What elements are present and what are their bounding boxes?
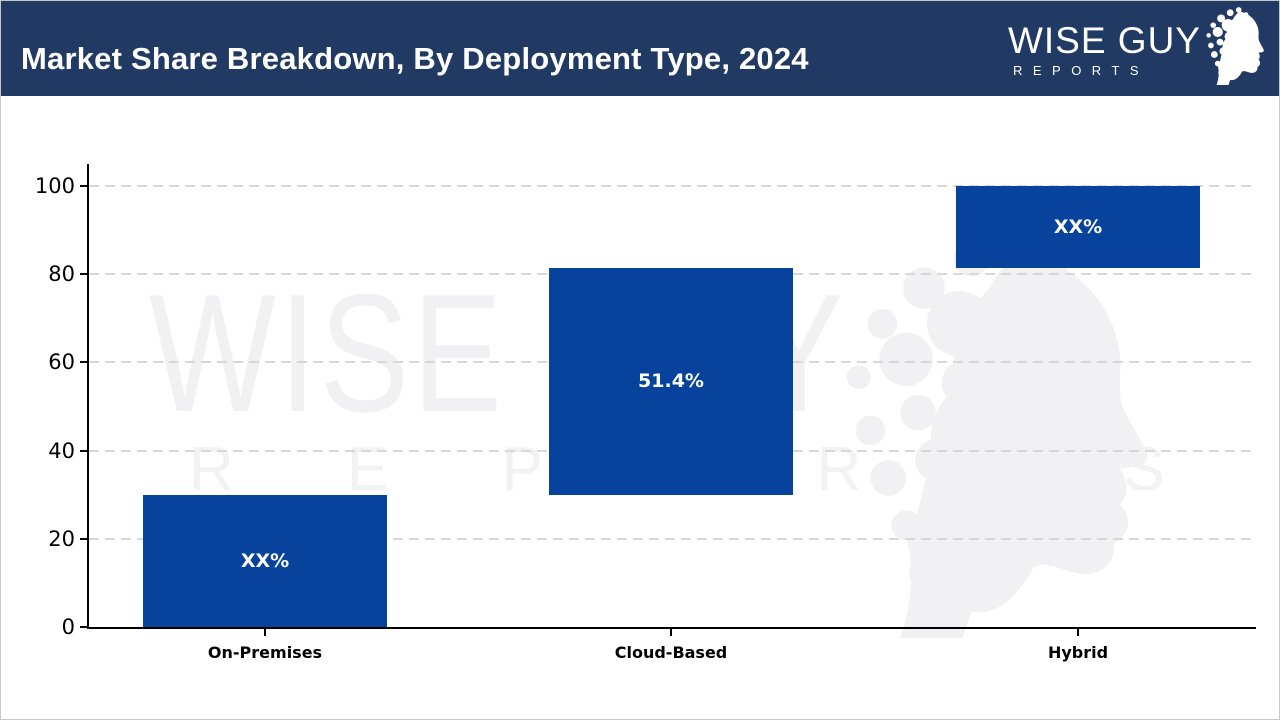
y-axis-spine	[87, 164, 89, 629]
x-tick-mark	[264, 629, 266, 636]
y-axis-tick-label: 40	[48, 438, 75, 463]
y-tick-mark	[80, 626, 87, 628]
y-tick-mark	[80, 273, 87, 276]
x-axis-category-label: Cloud-Based	[614, 643, 728, 662]
y-tick-mark	[80, 185, 87, 187]
y-tick-mark	[80, 537, 87, 540]
y-axis-tick-label: 60	[48, 350, 75, 375]
brand-subtext: REPORTS	[1012, 62, 1150, 78]
y-axis-tick-label: 80	[48, 262, 75, 287]
x-tick-mark	[670, 629, 672, 636]
x-axis-category-label: Hybrid	[1047, 643, 1109, 662]
gridline-100	[89, 185, 1254, 187]
bar-value-label: XX%	[1053, 216, 1103, 238]
x-axis-category-label: On-Premises	[207, 643, 323, 662]
x-tick-mark	[1077, 629, 1079, 636]
bar-hybrid	[956, 186, 1200, 269]
bar-value-label: XX%	[240, 549, 290, 572]
brand-wordmark: WISE GUY	[1007, 19, 1201, 61]
header-bar: Market Share Breakdown, By Deployment Ty…	[1, 1, 1279, 96]
y-tick-mark	[80, 449, 87, 452]
brand-face-icon	[1206, 7, 1264, 85]
brand-logo: WISE GUY REPORTS	[1008, 6, 1271, 85]
bar-cloud-based	[549, 268, 793, 495]
y-axis-tick-label: 0	[61, 615, 75, 639]
page-title: Market Share Breakdown, By Deployment Ty…	[21, 41, 809, 76]
x-axis-spine	[87, 627, 1256, 629]
y-axis-tick-label: 100	[34, 174, 75, 198]
brand-logo-text: WISE GUY REPORTS	[1008, 22, 1201, 78]
bar-value-label: 51.4%	[638, 370, 704, 393]
y-tick-mark	[80, 361, 87, 364]
y-axis-tick-label: 20	[48, 526, 75, 551]
gridline-20	[89, 537, 1254, 540]
bar-on-premises	[143, 494, 387, 627]
